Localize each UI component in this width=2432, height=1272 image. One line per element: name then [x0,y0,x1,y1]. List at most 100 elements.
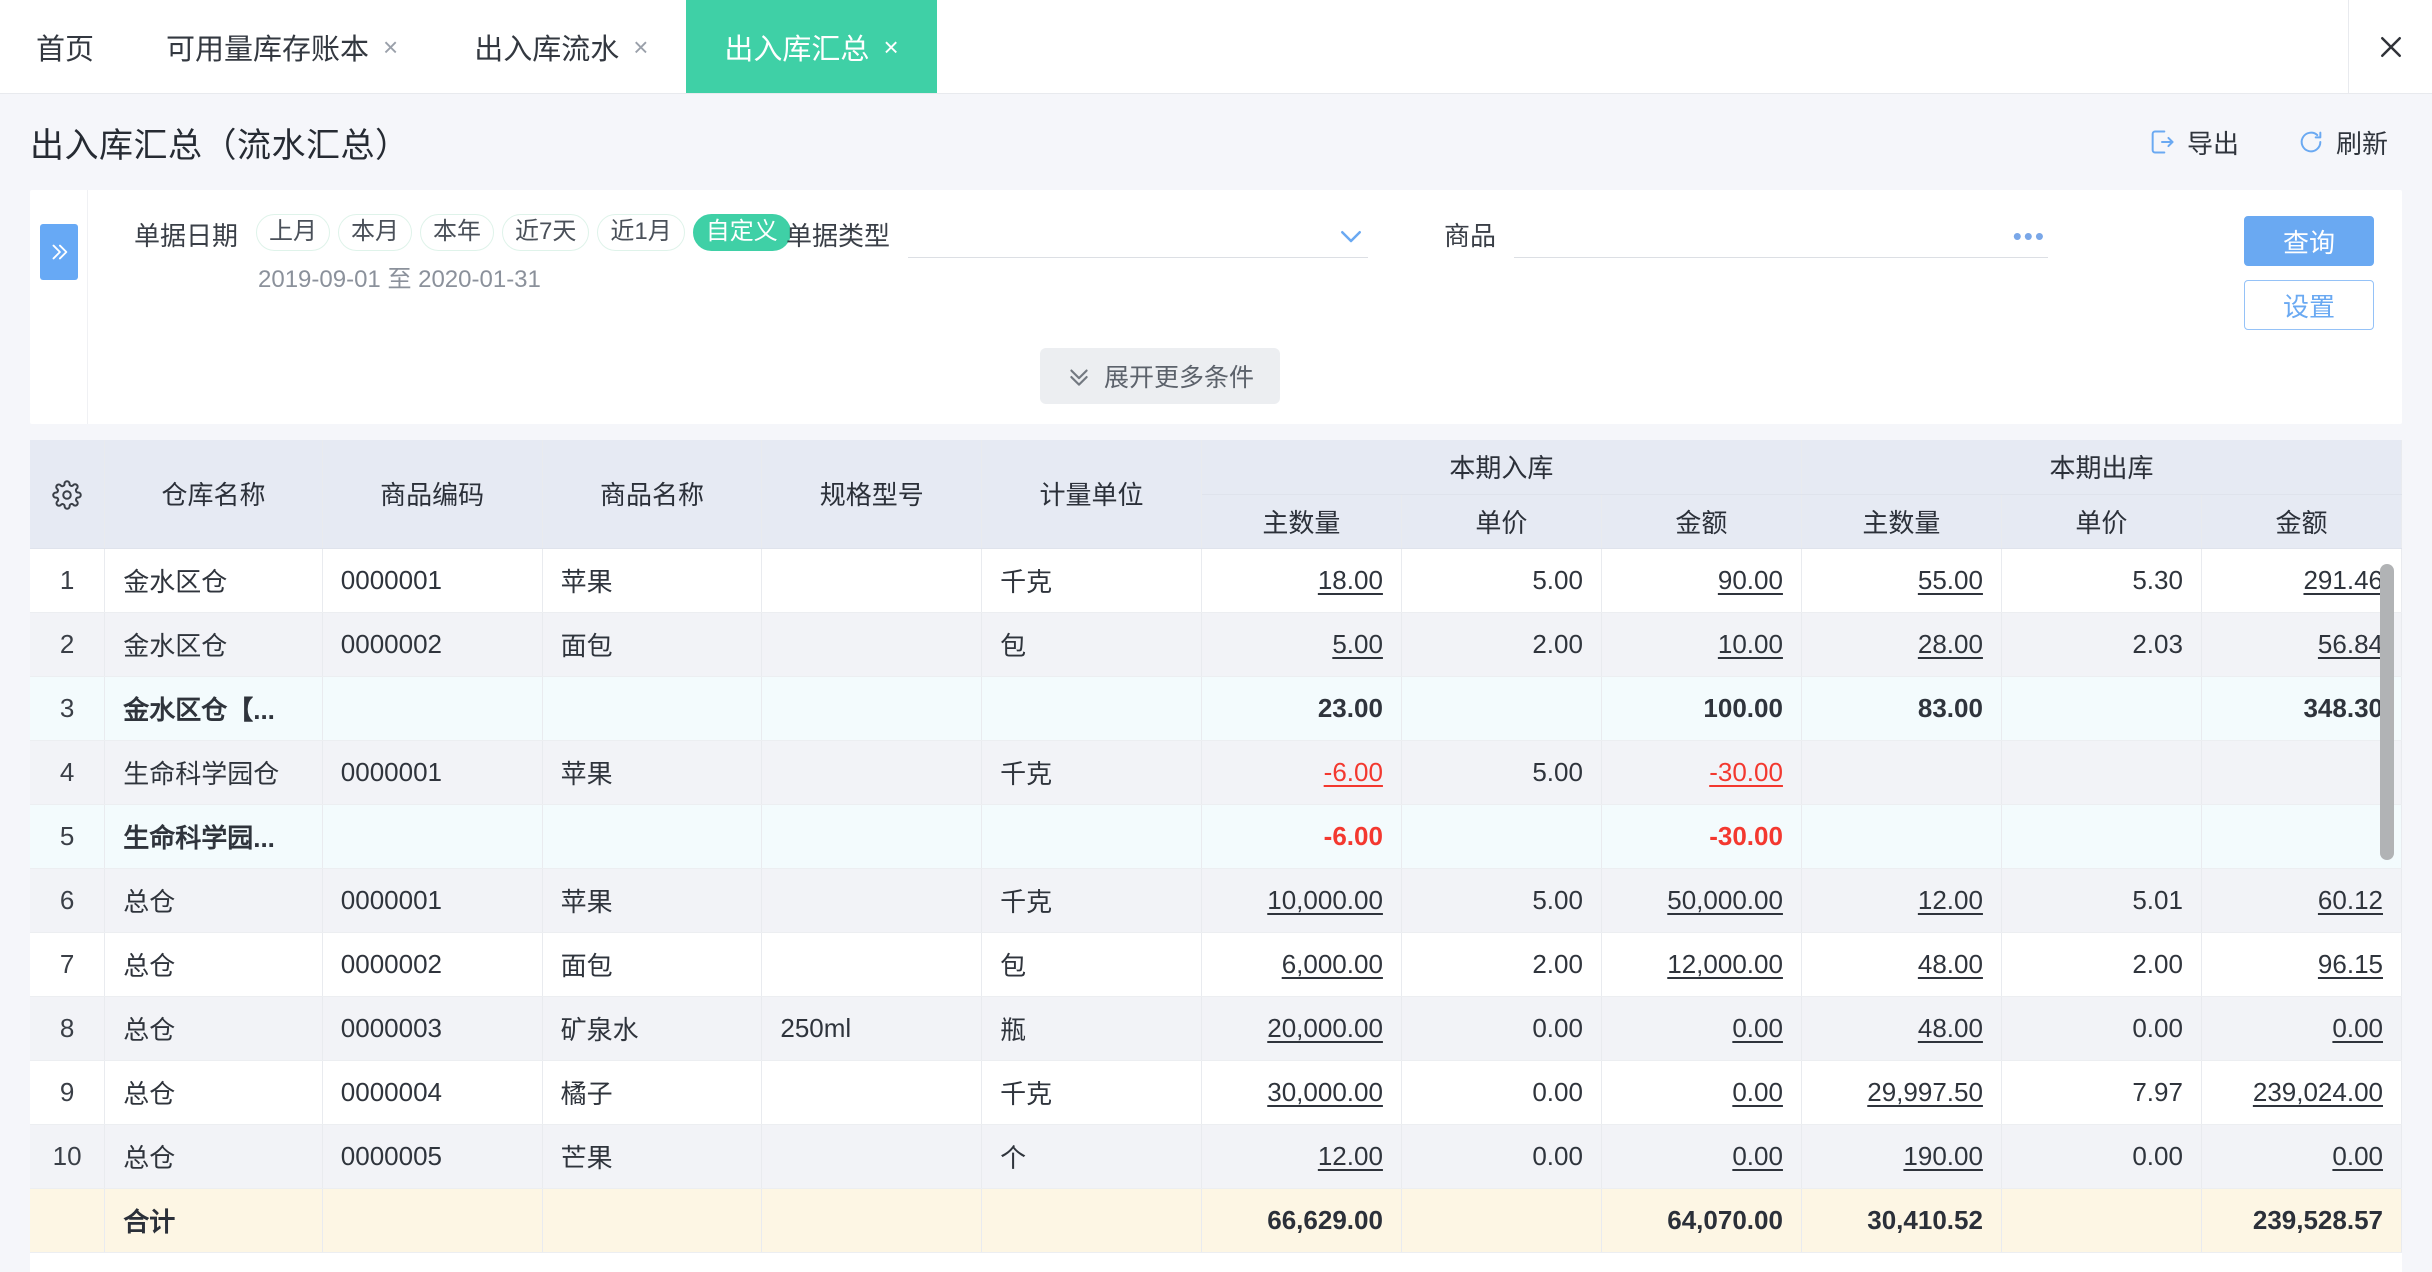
column-header-out-qty[interactable]: 主数量 [1801,494,2002,549]
doc-type-select[interactable] [908,214,1368,258]
query-button[interactable]: 查询 [2244,216,2374,266]
cell-out-qty[interactable]: 29,997.50 [1801,1060,2002,1125]
tab-close-icon[interactable]: × [883,31,899,62]
cell-in-qty-link[interactable]: 5.00 [1332,628,1383,659]
column-group-header-inbound[interactable]: 本期入库 [1201,440,1802,495]
cell-in-qty-link[interactable]: 6,000.00 [1281,948,1383,979]
table-row[interactable]: 10 总仓 0000005 芒果 个 12.00 0.00 0.00 190.00 0.00 0.0… [30,1124,2402,1189]
cell-in-amount[interactable]: 0.00 [1601,1124,1802,1189]
cell-out-amount[interactable]: 239,024.00 [2201,1060,2402,1125]
column-header-out-amount[interactable]: 金额 [2201,494,2402,549]
cell-in-amount-link[interactable]: 0.00 [1732,1012,1783,1043]
goods-more-button[interactable]: ••• [2013,223,2046,249]
date-chip-custom[interactable]: 自定义 [692,214,791,251]
column-header-in-price[interactable]: 单价 [1401,494,1602,549]
cell-in-amount-link[interactable]: 90.00 [1717,564,1783,595]
column-header-warehouse[interactable]: 仓库名称 [104,440,323,549]
column-header-spec[interactable]: 规格型号 [761,440,983,549]
date-chip-last-7-days[interactable]: 近7天 [502,214,590,251]
table-row[interactable]: 2 金水区仓 0000002 面包 包 5.00 2.00 10.00 28.00 2.03 56.… [30,612,2402,677]
cell-out-amount[interactable]: 0.00 [2201,996,2402,1061]
column-settings-button[interactable] [30,440,106,549]
cell-in-amount-link[interactable]: 0.00 [1732,1140,1783,1171]
cell-in-qty[interactable]: 30,000.00 [1201,1060,1402,1125]
column-header-in-amount[interactable]: 金额 [1601,494,1802,549]
cell-out-qty[interactable]: 48.00 [1801,932,2002,997]
window-close-button[interactable] [2348,0,2432,93]
date-range-value[interactable]: 2019-09-01 至 2020-01-31 [258,266,541,293]
cell-in-amount-link[interactable]: 10.00 [1717,628,1783,659]
cell-out-amount[interactable]: 56.84 [2201,612,2402,677]
column-header-goods-code[interactable]: 商品编码 [322,440,543,549]
date-chip-last-1-month[interactable]: 近1月 [597,214,685,251]
cell-in-qty-link[interactable]: 18.00 [1317,564,1383,595]
doc-type-dropdown-toggle[interactable] [1336,221,1366,251]
cell-in-qty[interactable]: 20,000.00 [1201,996,1402,1061]
cell-out-qty[interactable]: 12.00 [1801,868,2002,933]
column-group-header-outbound[interactable]: 本期出库 [1801,440,2402,495]
tab-close-icon[interactable]: × [383,31,399,62]
cell-out-qty[interactable]: 48.00 [1801,996,2002,1061]
cell-in-qty-link[interactable]: -6.00 [1323,756,1383,787]
export-button[interactable]: 导出 [2148,124,2239,161]
expand-more-conditions-button[interactable]: 展开更多条件 [1039,348,1280,404]
date-chip-last-month[interactable]: 上月 [256,214,331,251]
cell-in-qty[interactable]: 5.00 [1201,612,1402,677]
cell-in-amount[interactable]: 12,000.00 [1601,932,1802,997]
cell-in-amount[interactable]: 10.00 [1601,612,1802,677]
date-chip-this-year[interactable]: 本年 [420,214,495,251]
cell-in-qty[interactable]: 18.00 [1201,548,1402,613]
cell-out-qty-link[interactable]: 28.00 [1917,628,1983,659]
refresh-button[interactable]: 刷新 [2297,124,2388,161]
tab-inout-flow[interactable]: 出入库流水 × [436,0,686,93]
table-row[interactable]: 7 总仓 0000002 面包 包 6,000.00 2.00 12,000.00 48.00 2… [30,932,2402,997]
cell-out-qty-link[interactable]: 12.00 [1917,884,1983,915]
table-row[interactable]: 9 总仓 0000004 橘子 千克 30,000.00 0.00 0.00 29,997.50… [30,1060,2402,1125]
cell-out-qty-link[interactable]: 29,997.50 [1867,1076,1983,1107]
date-chip-this-month[interactable]: 本月 [338,214,413,251]
cell-in-qty-link[interactable]: 20,000.00 [1267,1012,1383,1043]
cell-in-qty-link[interactable]: 12.00 [1317,1140,1383,1171]
cell-in-qty[interactable]: -6.00 [1201,740,1402,805]
cell-out-qty-link[interactable]: 55.00 [1917,564,1983,595]
cell-out-qty[interactable]: 55.00 [1801,548,2002,613]
cell-in-amount-link[interactable]: 12,000.00 [1667,948,1783,979]
table-row[interactable]: 6 总仓 0000001 苹果 千克 10,000.00 5.00 50,000.00 12.0… [30,868,2402,933]
settings-button[interactable]: 设置 [2244,280,2374,330]
cell-out-amount-link[interactable]: 0.00 [2332,1012,2383,1043]
tab-home[interactable]: 首页 [0,0,128,93]
cell-out-qty[interactable] [1801,740,2002,805]
cell-out-amount-link[interactable]: 60.12 [2317,884,2383,915]
goods-input[interactable]: ••• [1514,214,2048,258]
column-header-goods-name[interactable]: 商品名称 [542,440,763,549]
cell-in-amount-link[interactable]: 50,000.00 [1667,884,1783,915]
column-header-unit[interactable]: 计量单位 [981,440,1202,549]
column-header-out-price[interactable]: 单价 [2001,494,2202,549]
cell-out-amount-link[interactable]: 56.84 [2317,628,2383,659]
cell-out-amount-link[interactable]: 291.46 [2303,564,2383,595]
cell-in-qty[interactable]: 6,000.00 [1201,932,1402,997]
cell-out-qty[interactable]: 190.00 [1801,1124,2002,1189]
sidebar-collapse-button[interactable] [39,224,78,280]
tab-available-stock-ledger[interactable]: 可用量库存账本 × [128,0,436,93]
table-subtotal-row[interactable]: 5 生命科学园... -6.00 -30.00 [30,804,2402,869]
table-subtotal-row[interactable]: 3 金水区仓【... 23.00 100.00 83.00 348.30 [30,676,2402,741]
cell-in-amount-link[interactable]: -30.00 [1709,756,1783,787]
tab-inout-summary[interactable]: 出入库汇总 × [686,0,937,93]
tab-close-icon[interactable]: × [633,31,649,62]
cell-out-amount-link[interactable]: 0.00 [2332,1140,2383,1171]
column-header-in-qty[interactable]: 主数量 [1201,494,1402,549]
cell-in-amount[interactable]: 90.00 [1601,548,1802,613]
cell-out-qty-link[interactable]: 48.00 [1917,1012,1983,1043]
cell-in-amount[interactable]: 0.00 [1601,996,1802,1061]
cell-out-amount[interactable]: 60.12 [2201,868,2402,933]
cell-in-amount[interactable]: 0.00 [1601,1060,1802,1125]
cell-out-qty[interactable]: 28.00 [1801,612,2002,677]
cell-out-amount[interactable]: 0.00 [2201,1124,2402,1189]
cell-out-amount[interactable]: 96.15 [2201,932,2402,997]
cell-out-amount[interactable] [2201,740,2402,805]
cell-in-amount[interactable]: -30.00 [1601,740,1802,805]
cell-out-qty-link[interactable]: 190.00 [1903,1140,1983,1171]
table-row[interactable]: 8 总仓 0000003 矿泉水 250ml 瓶 20,000.00 0.00 0.00 48.0… [30,996,2402,1061]
cell-out-qty-link[interactable]: 48.00 [1917,948,1983,979]
